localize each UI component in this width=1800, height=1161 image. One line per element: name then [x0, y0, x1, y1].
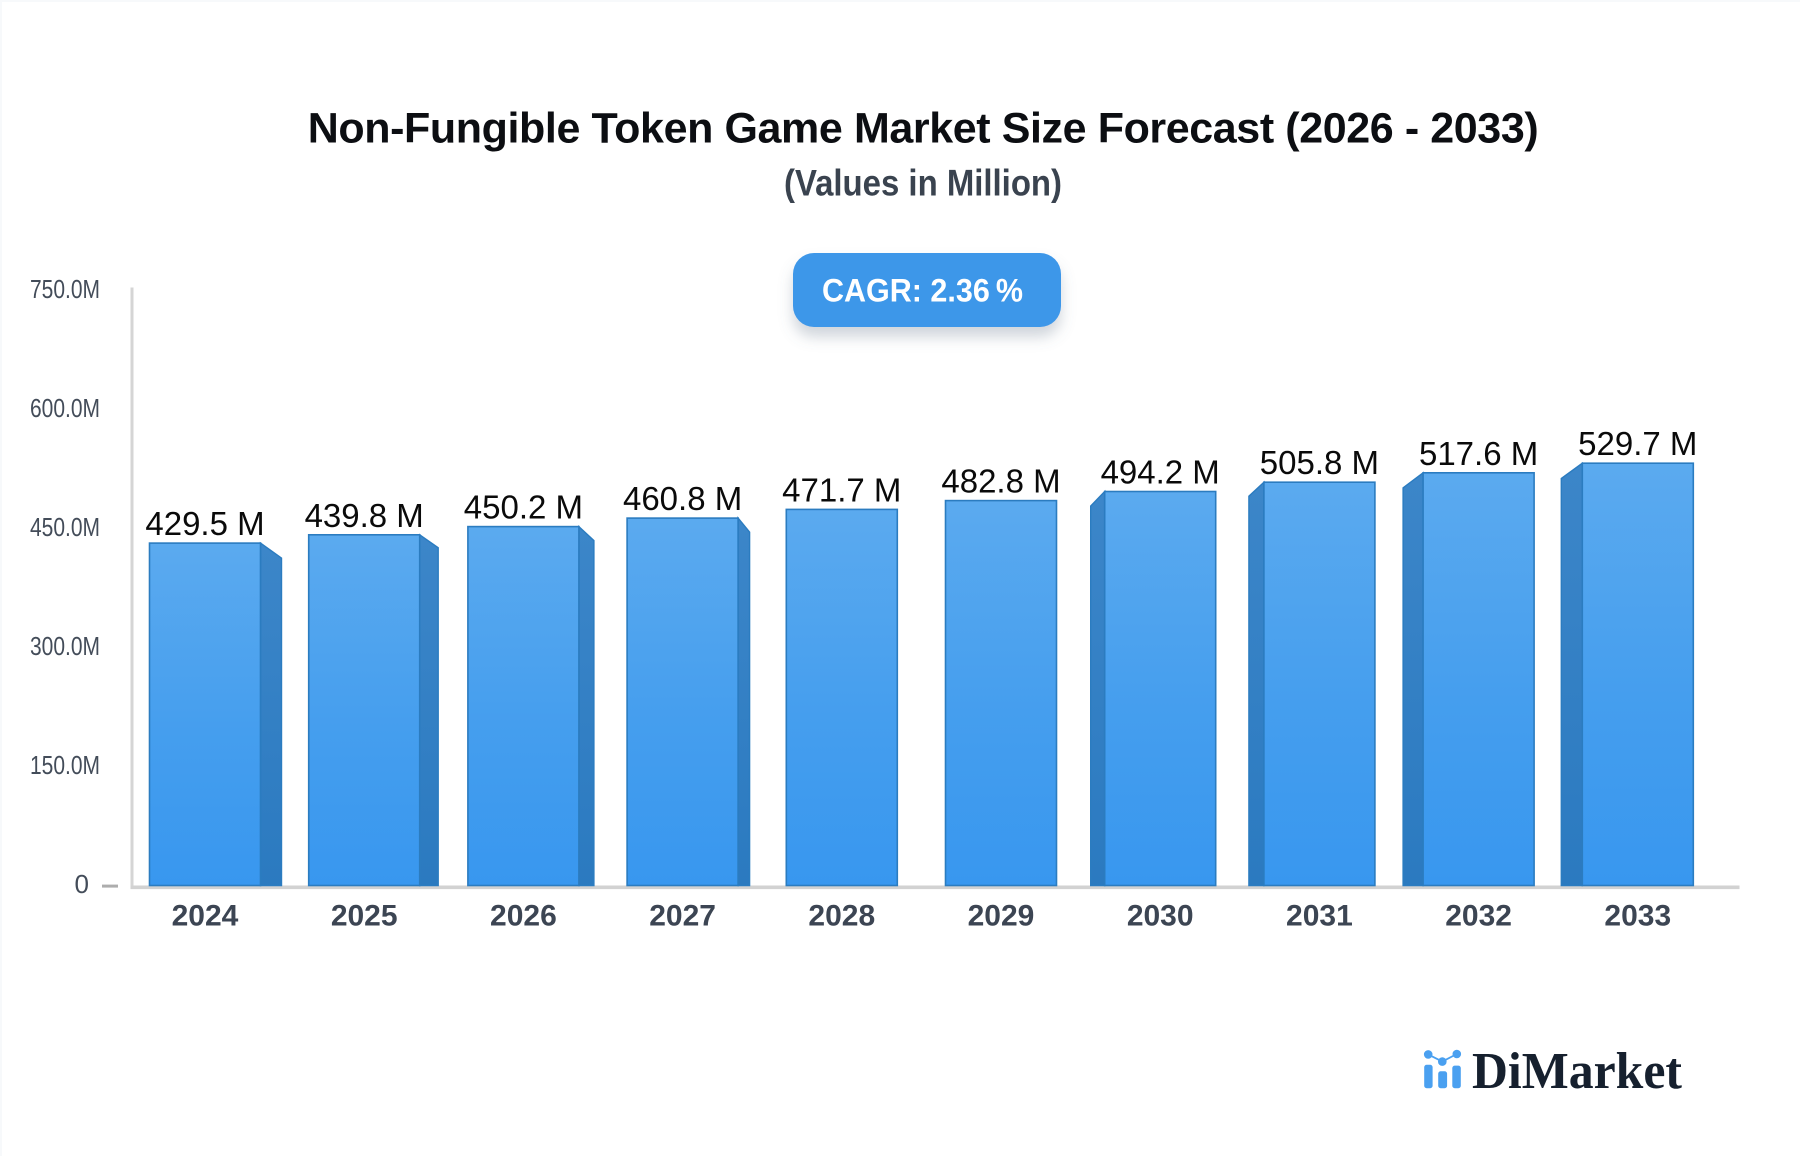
svg-text:429.5 M: 429.5 M [145, 505, 264, 542]
svg-text:2026: 2026 [490, 900, 557, 933]
svg-text:2027: 2027 [649, 900, 716, 933]
svg-text:Non-Fungible Token Game Market: Non-Fungible Token Game Market Size Fore… [308, 105, 1539, 153]
svg-text:460.8 M: 460.8 M [623, 480, 742, 517]
svg-text:2025: 2025 [331, 900, 398, 933]
svg-text:150.0M: 150.0M [30, 750, 100, 780]
svg-text:439.8 M: 439.8 M [305, 497, 424, 534]
svg-text:2033: 2033 [1604, 900, 1671, 933]
svg-text:300.0M: 300.0M [30, 631, 100, 661]
svg-text:494.2 M: 494.2 M [1101, 454, 1220, 491]
svg-text:450.2 M: 450.2 M [464, 489, 583, 526]
svg-text:750.0M: 750.0M [30, 274, 100, 304]
svg-text:0: 0 [75, 869, 89, 899]
svg-text:517.6 M: 517.6 M [1419, 435, 1538, 472]
svg-text:2031: 2031 [1286, 900, 1353, 933]
svg-text:2024: 2024 [172, 900, 239, 933]
svg-text:2032: 2032 [1445, 900, 1512, 933]
svg-text:2028: 2028 [808, 900, 875, 933]
svg-text:529.7 M: 529.7 M [1578, 425, 1697, 462]
svg-text:(Values in Million): (Values in Million) [784, 163, 1062, 204]
svg-text:450.0M: 450.0M [30, 512, 100, 542]
svg-text:482.8 M: 482.8 M [941, 463, 1060, 500]
svg-text:2029: 2029 [968, 900, 1035, 933]
svg-text:2030: 2030 [1127, 900, 1194, 933]
svg-text:CAGR: 2.36 %: CAGR: 2.36 % [822, 273, 1023, 309]
svg-text:471.7 M: 471.7 M [782, 471, 901, 508]
svg-text:600.0M: 600.0M [30, 393, 100, 423]
svg-text:DiMarket: DiMarket [1472, 1043, 1683, 1100]
svg-text:505.8 M: 505.8 M [1260, 444, 1379, 481]
